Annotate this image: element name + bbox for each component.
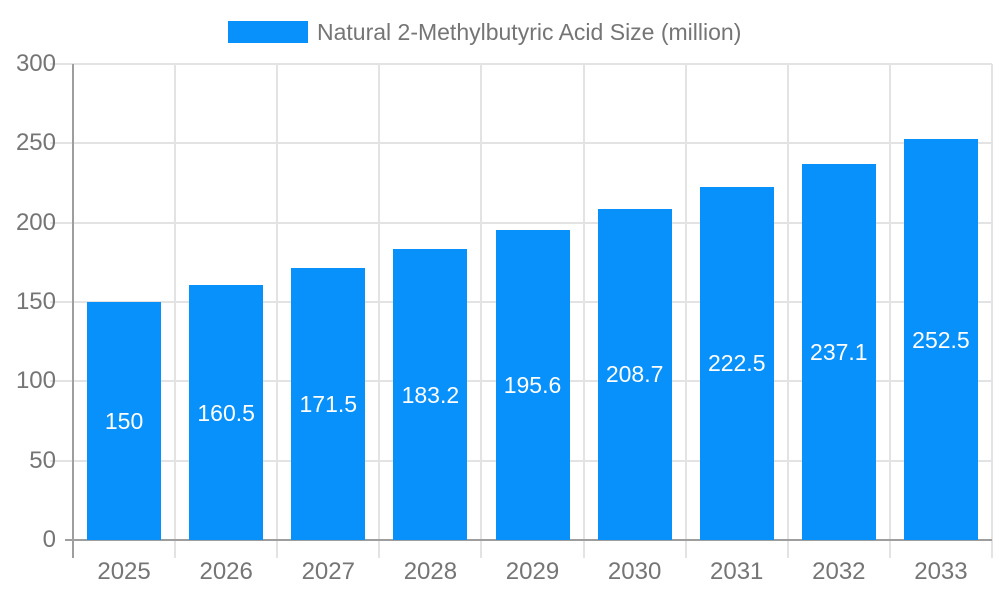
bar-value-label: 252.5	[912, 326, 970, 353]
x-axis-tick-label: 2027	[301, 558, 355, 585]
y-axis-tick-label: 0	[42, 526, 56, 553]
bar-2025[interactable]	[87, 302, 162, 540]
legend: Natural 2-Methylbutyric Acid Size (milli…	[0, 0, 1000, 56]
x-axis-tick-label: 2029	[505, 558, 560, 585]
chart-title[interactable]: Natural 2-Methylbutyric Acid Size (milli…	[317, 19, 742, 45]
v-gridline	[786, 64, 789, 558]
x-axis-tick-label: 2033	[914, 558, 968, 585]
bar-value-label: 183.2	[401, 381, 460, 408]
x-axis-line	[65, 539, 992, 541]
h-gridline	[50, 142, 992, 145]
bar-2032[interactable]	[801, 163, 876, 540]
v-gridline	[174, 64, 177, 558]
bar-2031[interactable]	[699, 186, 774, 540]
x-axis-tick-label: 2028	[403, 558, 458, 585]
x-axis-tick-label: 2026	[199, 558, 253, 585]
bar-2030[interactable]	[597, 208, 672, 540]
bar-2033[interactable]	[903, 139, 978, 540]
y-axis-tick-label: 250	[15, 129, 56, 157]
y-axis-tick-label: 100	[15, 367, 56, 395]
h-gridline	[50, 221, 992, 224]
bar-value-label: 160.5	[197, 399, 255, 426]
v-gridline	[276, 64, 279, 558]
bar-2026[interactable]	[189, 285, 264, 540]
v-gridline	[378, 64, 381, 558]
bar-2029[interactable]	[495, 229, 570, 540]
bar-value-label: 237.1	[810, 338, 868, 365]
bar-value-label: 150	[104, 408, 144, 434]
x-axis-tick-label: 2025	[97, 558, 151, 585]
x-axis-tick-label: 2030	[607, 558, 662, 585]
y-axis-tick-label: 50	[29, 446, 56, 474]
legend-swatch[interactable]	[228, 21, 308, 43]
y-axis-line	[72, 64, 74, 558]
v-gridline	[888, 64, 891, 558]
h-gridline	[50, 63, 992, 65]
bar-value-label: 195.6	[503, 371, 562, 398]
y-axis-tick-label: 150	[15, 288, 56, 315]
bar-value-label: 222.5	[707, 350, 766, 377]
x-axis-tick-label: 2031	[710, 558, 764, 585]
x-axis-tick-label: 2032	[812, 558, 866, 585]
y-axis-tick-label: 200	[15, 208, 56, 236]
bar-2027[interactable]	[291, 267, 366, 540]
v-gridline	[991, 64, 993, 558]
bar-value-label: 171.5	[299, 390, 358, 417]
v-gridline	[480, 64, 483, 558]
bar-value-label: 208.7	[605, 361, 664, 388]
v-gridline	[684, 64, 687, 558]
y-axis-tick-label: 300	[15, 50, 56, 77]
v-gridline	[582, 64, 585, 558]
bar-2028[interactable]	[393, 249, 468, 540]
